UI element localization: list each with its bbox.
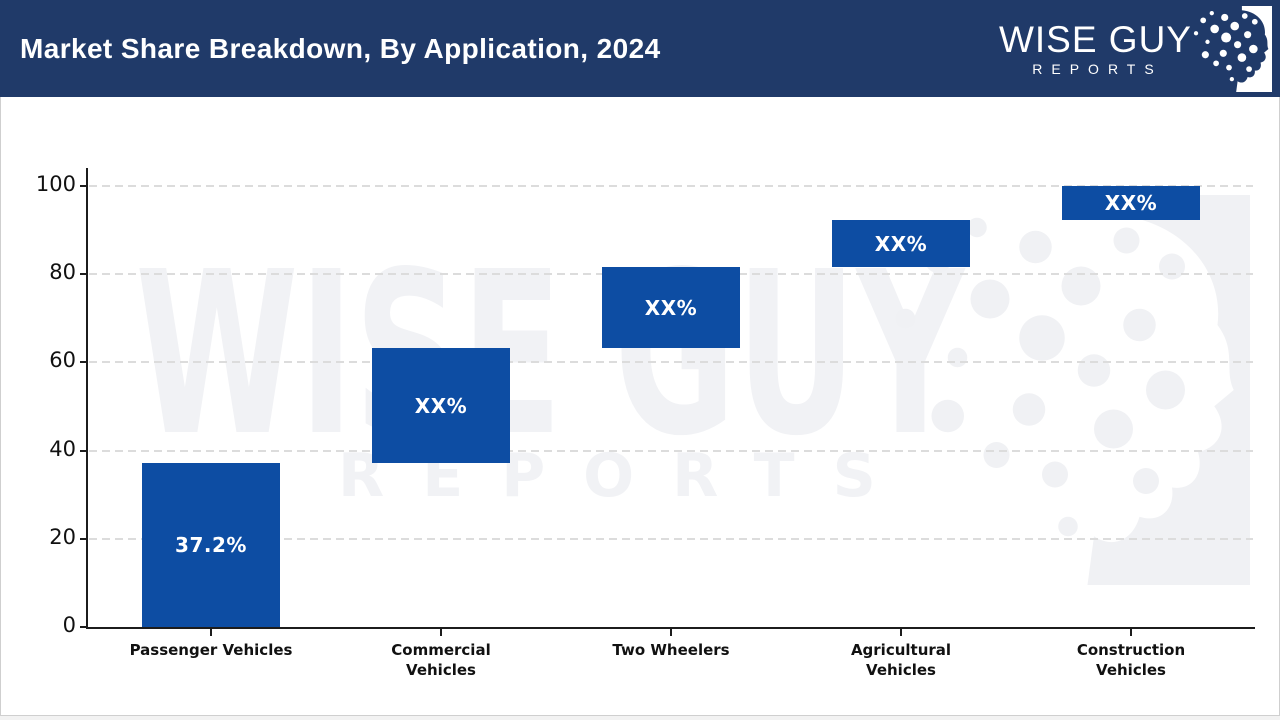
y-tick-mark — [80, 185, 87, 187]
gridline-40 — [89, 449, 1253, 452]
bar-value-label: 37.2% — [175, 532, 247, 557]
bar-value-label: XX% — [874, 231, 928, 256]
bar-value-label: XX% — [414, 393, 468, 418]
logo-text: WISE GUY REPORTS — [999, 21, 1192, 77]
bar-passenger-vehicles: 37.2% — [142, 462, 280, 627]
bar-commercial-vehicles: XX% — [372, 348, 510, 463]
y-tick-mark — [80, 273, 87, 276]
page-title: Market Share Breakdown, By Application, … — [20, 32, 661, 64]
gridline-100 — [89, 185, 1253, 187]
x-axis-label-agricultural-vehicles: Agricultural Vehicles — [850, 641, 952, 679]
logo-head-icon — [1193, 6, 1272, 92]
y-tick-mark — [80, 361, 87, 364]
bar-value-label: XX% — [644, 295, 698, 320]
y-tick-label: 0 — [62, 613, 76, 637]
y-tick-label: 20 — [49, 524, 76, 549]
y-axis — [86, 168, 88, 629]
x-axis-label-construction-vehicles: Construction Vehicles — [1076, 641, 1186, 679]
bar-agricultural-vehicles: XX% — [832, 219, 970, 268]
x-tick-mark — [210, 629, 212, 636]
bar-two-wheelers: XX% — [602, 267, 740, 349]
logo-subtitle: REPORTS — [1032, 61, 1163, 77]
x-axis-label-commercial-vehicles: Commercial Vehicles — [391, 641, 491, 679]
x-axis-label-passenger-vehicles: Passenger Vehicles — [129, 641, 293, 659]
header: Market Share Breakdown, By Application, … — [0, 0, 1280, 97]
bottom-strip — [0, 716, 1280, 720]
bar-value-label: XX% — [1104, 190, 1158, 215]
x-tick-mark — [900, 629, 902, 636]
gridline-20 — [89, 537, 1253, 540]
watermark-wordmark: WISE GUY — [135, 224, 965, 486]
x-tick-mark — [440, 629, 442, 636]
y-tick-mark — [80, 449, 87, 452]
x-axis — [86, 627, 1255, 629]
bar-construction-vehicles: XX% — [1062, 186, 1200, 220]
x-tick-mark — [670, 629, 672, 636]
x-tick-mark — [1130, 629, 1132, 636]
gridline-60 — [89, 361, 1253, 364]
y-tick-label: 60 — [49, 348, 76, 373]
y-tick-label: 80 — [49, 260, 76, 285]
logo-wordmark: WISE GUY — [998, 19, 1192, 60]
wise-guy-logo: WISE GUY REPORTS — [999, 6, 1272, 92]
y-tick-label: 40 — [49, 436, 76, 461]
y-tick-mark — [80, 626, 87, 628]
x-axis-label-two-wheelers: Two Wheelers — [612, 641, 730, 659]
y-tick-label: 100 — [35, 172, 76, 196]
y-tick-mark — [80, 537, 87, 540]
